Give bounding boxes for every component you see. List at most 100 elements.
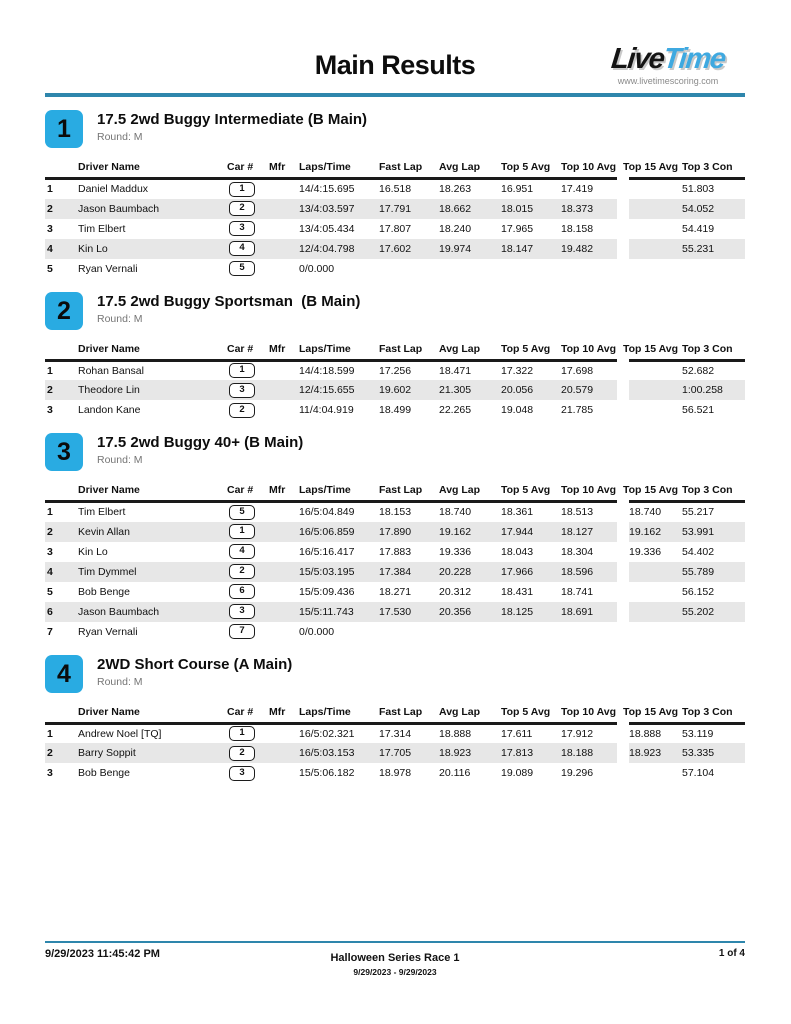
table-row: 2 Jason Baumbach 2 13/4:03.597 17.791 18… bbox=[45, 198, 745, 219]
driver-name-cell: Bob Benge bbox=[78, 767, 130, 779]
livetime-logo-text: LiveTime bbox=[591, 43, 744, 75]
driver-name-cell: Landon Kane bbox=[78, 404, 141, 416]
table-row: 3 Tim Elbert 3 13/4:05.434 17.807 18.240… bbox=[45, 218, 745, 239]
top10-avg-cell: 18.158 bbox=[561, 218, 629, 239]
position-cell: 2 bbox=[45, 198, 67, 219]
top3-con-cell: 54.052 bbox=[682, 198, 745, 219]
mfr-cell bbox=[269, 259, 299, 279]
car-number-badge: 2 bbox=[229, 402, 255, 418]
car-number-cell: 3 bbox=[226, 219, 269, 239]
position-cell: 2 bbox=[45, 380, 67, 400]
avg-lap-cell: 19.162 bbox=[439, 521, 501, 542]
header-driver-name: Driver Name bbox=[67, 159, 226, 180]
position-cell: 2 bbox=[45, 521, 67, 542]
driver-name-cell: Rohan Bansal bbox=[78, 364, 144, 377]
table-header-row: Driver Name Car # Mfr Laps/Time Fast Lap… bbox=[45, 340, 745, 362]
top15-avg-cell bbox=[623, 582, 682, 602]
mfr-cell bbox=[269, 622, 299, 642]
avg-lap-cell: 20.356 bbox=[439, 601, 501, 622]
logo-live-text: Live bbox=[609, 43, 666, 75]
fast-lap-cell: 17.530 bbox=[379, 601, 439, 622]
report-footer: 9/29/2023 11:45:42 PM Halloween Series R… bbox=[45, 941, 745, 977]
driver-name-cell: Jason Baumbach bbox=[67, 198, 226, 219]
position-cell: 7 bbox=[47, 625, 53, 638]
race-section: 4 2WD Short Course (A Main) Round: M Dri… bbox=[45, 654, 745, 783]
car-number-badge: 4 bbox=[229, 544, 255, 559]
top10-avg-cell: 20.579 bbox=[561, 380, 629, 400]
race-section: 1 17.5 2wd Buggy Intermediate (B Main) R… bbox=[45, 110, 745, 279]
avg-lap-cell: 19.974 bbox=[439, 238, 501, 259]
top5-avg-cell: 19.089 bbox=[501, 767, 534, 779]
header-avg-lap: Avg Lap bbox=[439, 703, 501, 725]
header-top15-avg: Top 15 Avg bbox=[623, 159, 682, 180]
top5-avg-cell: 17.813 bbox=[501, 743, 561, 763]
mfr-cell bbox=[269, 723, 299, 743]
top5-avg-cell bbox=[501, 622, 561, 642]
results-body: 1 Daniel Maddux 1 14/4:15.695 16.518 18.… bbox=[45, 178, 745, 279]
car-number-cell: 2 bbox=[226, 198, 269, 219]
header-top10-avg: Top 10 Avg bbox=[561, 703, 623, 725]
driver-name-cell: Bob Benge bbox=[78, 585, 130, 598]
footer-page-number: 1 of 4 bbox=[718, 948, 745, 959]
header-top3-con: Top 3 Con bbox=[682, 703, 745, 725]
top10-avg-cell bbox=[561, 258, 629, 279]
table-header-row: Driver Name Car # Mfr Laps/Time Fast Lap… bbox=[45, 703, 745, 725]
header-top3-con: Top 3 Con bbox=[682, 482, 745, 503]
mfr-cell bbox=[269, 380, 299, 400]
top15-avg-cell bbox=[623, 380, 682, 400]
fast-lap-cell: 17.384 bbox=[379, 561, 439, 582]
top3-con-cell: 51.803 bbox=[682, 183, 715, 196]
top5-avg-cell: 17.322 bbox=[501, 364, 534, 377]
position-cell: 5 bbox=[47, 585, 53, 598]
driver-name-cell: Ryan Vernali bbox=[78, 262, 138, 275]
car-number-badge: 2 bbox=[229, 745, 255, 761]
laps-time-cell: 12/4:04.798 bbox=[299, 238, 379, 259]
section-titles: 17.5 2wd Buggy Sportsman (B Main) Round:… bbox=[97, 292, 360, 325]
car-number-badge: 1 bbox=[229, 726, 255, 742]
table-row: 1 Andrew Noel [TQ] 1 16/5:02.321 17.314 … bbox=[45, 723, 745, 743]
header-mfr: Mfr bbox=[269, 340, 299, 362]
fast-lap-cell: 17.314 bbox=[379, 727, 412, 740]
top5-avg-cell: 18.015 bbox=[501, 198, 561, 219]
top15-avg-cell bbox=[623, 360, 682, 380]
header-divider bbox=[45, 93, 745, 97]
header-laps-time: Laps/Time bbox=[299, 340, 379, 362]
table-row: 3 Bob Benge 3 15/5:06.182 18.978 20.116 … bbox=[45, 763, 745, 783]
mfr-cell bbox=[269, 561, 299, 582]
mfr-cell bbox=[269, 582, 299, 602]
car-number-badge: 3 bbox=[229, 382, 255, 398]
section-title: 17.5 2wd Buggy 40+ (B Main) bbox=[97, 434, 304, 451]
header-laps-time: Laps/Time bbox=[299, 703, 379, 725]
header-position bbox=[45, 703, 67, 725]
header-fast-lap: Fast Lap bbox=[379, 703, 439, 725]
section-header: 1 17.5 2wd Buggy Intermediate (B Main) R… bbox=[45, 110, 745, 150]
avg-lap-cell: 20.312 bbox=[439, 585, 472, 598]
position-cell: 1 bbox=[47, 364, 53, 377]
section-number-badge: 2 bbox=[45, 291, 83, 330]
top10-avg-cell: 18.596 bbox=[561, 561, 629, 582]
top10-avg-cell: 18.513 bbox=[561, 501, 629, 522]
car-number-cell: 7 bbox=[226, 622, 269, 642]
header-avg-lap: Avg Lap bbox=[439, 340, 501, 362]
driver-name-cell: Andrew Noel [TQ] bbox=[78, 727, 162, 740]
top3-con-cell: 53.991 bbox=[682, 521, 745, 542]
position-cell: 3 bbox=[47, 404, 53, 416]
top10-avg-cell: 18.127 bbox=[561, 521, 629, 542]
header-top3-con: Top 3 Con bbox=[682, 159, 745, 180]
table-row: 2 Theodore Lin 3 12/4:15.655 19.602 21.3… bbox=[45, 380, 745, 400]
header-top10-avg: Top 10 Avg bbox=[561, 482, 623, 503]
section-header: 3 17.5 2wd Buggy 40+ (B Main) Round: M bbox=[45, 433, 745, 473]
laps-time-cell: 16/5:06.859 bbox=[299, 521, 379, 542]
car-number-cell: 4 bbox=[226, 542, 269, 562]
car-number-badge: 2 bbox=[229, 201, 255, 216]
mfr-cell bbox=[269, 360, 299, 380]
section-number-badge: 4 bbox=[45, 654, 83, 693]
top3-con-cell bbox=[682, 259, 745, 279]
avg-lap-cell: 18.740 bbox=[439, 506, 472, 519]
mfr-cell bbox=[269, 743, 299, 763]
laps-time-cell: 16/5:04.849 bbox=[299, 506, 355, 519]
header-car-number: Car # bbox=[226, 703, 269, 725]
header-laps-time: Laps/Time bbox=[299, 482, 379, 503]
car-number-cell: 6 bbox=[226, 582, 269, 602]
header-avg-lap: Avg Lap bbox=[439, 482, 501, 503]
